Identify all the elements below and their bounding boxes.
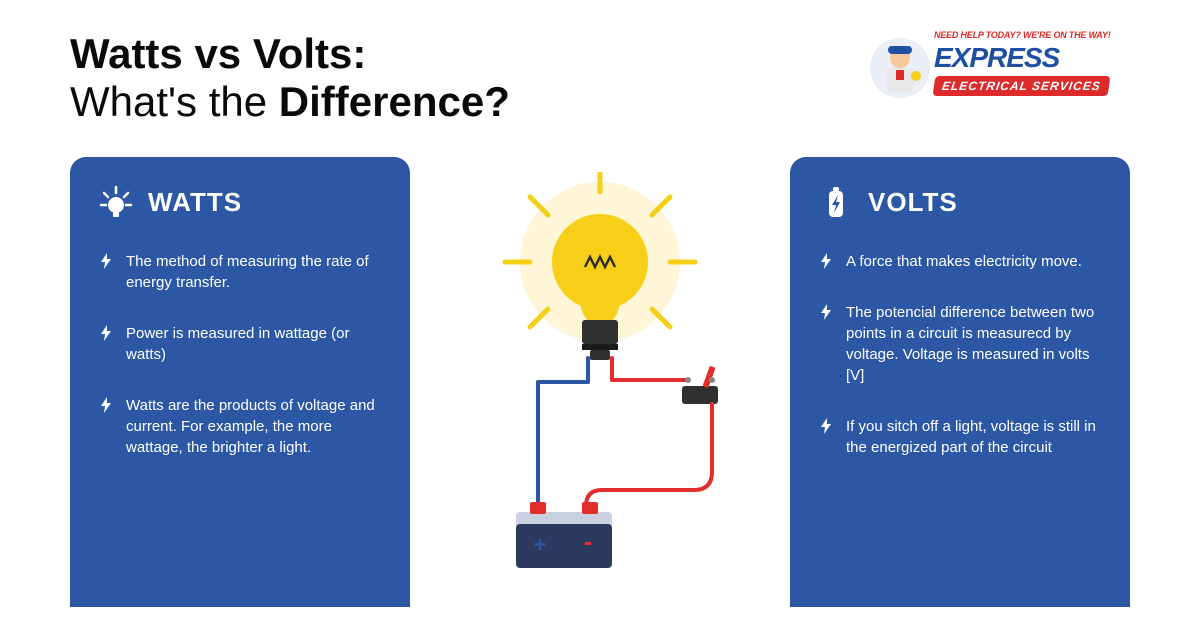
volts-bullet-2-text: The potencial difference between two poi… bbox=[846, 302, 1102, 386]
volts-bullet-3-text: If you sitch off a light, voltage is sti… bbox=[846, 416, 1102, 458]
watts-panel: WATTS The method of measuring the rate o… bbox=[70, 157, 410, 607]
bolt-icon bbox=[98, 325, 114, 341]
watts-bullet-2-text: Power is measured in wattage (or watts) bbox=[126, 323, 382, 365]
battery-icon bbox=[818, 185, 854, 221]
watts-bullet-1: The method of measuring the rate of ener… bbox=[98, 251, 382, 293]
volts-bullet-1-text: A force that makes electricity move. bbox=[846, 251, 1082, 272]
bulb-icon bbox=[98, 185, 134, 221]
page-title: Watts vs Volts: What's the Difference? bbox=[70, 30, 510, 127]
watts-bullet-3: Watts are the products of voltage and cu… bbox=[98, 395, 382, 458]
title-line2-prefix: What's the bbox=[70, 78, 279, 125]
watts-heading: WATTS bbox=[148, 187, 242, 218]
bolt-icon bbox=[818, 418, 834, 434]
volts-heading: VOLTS bbox=[868, 187, 958, 218]
company-logo: NEED HELP TODAY? WE'RE ON THE WAY! EXPRE… bbox=[870, 30, 1130, 110]
logo-brand: EXPRESS bbox=[934, 42, 1130, 74]
title-line2-bold: Difference? bbox=[279, 78, 510, 125]
volts-bullet-2: The potencial difference between two poi… bbox=[818, 302, 1102, 386]
bolt-icon bbox=[818, 304, 834, 320]
bolt-icon bbox=[98, 253, 114, 269]
circuit-diagram: + - bbox=[430, 157, 770, 607]
bolt-icon bbox=[98, 397, 114, 413]
bolt-icon bbox=[818, 253, 834, 269]
svg-text:-: - bbox=[584, 526, 593, 556]
logo-tagline: NEED HELP TODAY? WE'RE ON THE WAY! bbox=[934, 30, 1130, 40]
volts-bullet-3: If you sitch off a light, voltage is sti… bbox=[818, 416, 1102, 458]
volts-bullet-1: A force that makes electricity move. bbox=[818, 251, 1102, 272]
watts-bullet-2: Power is measured in wattage (or watts) bbox=[98, 323, 382, 365]
svg-text:+: + bbox=[534, 532, 547, 557]
technician-icon bbox=[870, 38, 930, 98]
logo-subbrand: ELECTRICAL SERVICES bbox=[933, 76, 1111, 96]
watts-bullet-1-text: The method of measuring the rate of ener… bbox=[126, 251, 382, 293]
volts-panel: VOLTS A force that makes electricity mov… bbox=[790, 157, 1130, 607]
watts-bullet-3-text: Watts are the products of voltage and cu… bbox=[126, 395, 382, 458]
title-line1: Watts vs Volts: bbox=[70, 30, 366, 77]
